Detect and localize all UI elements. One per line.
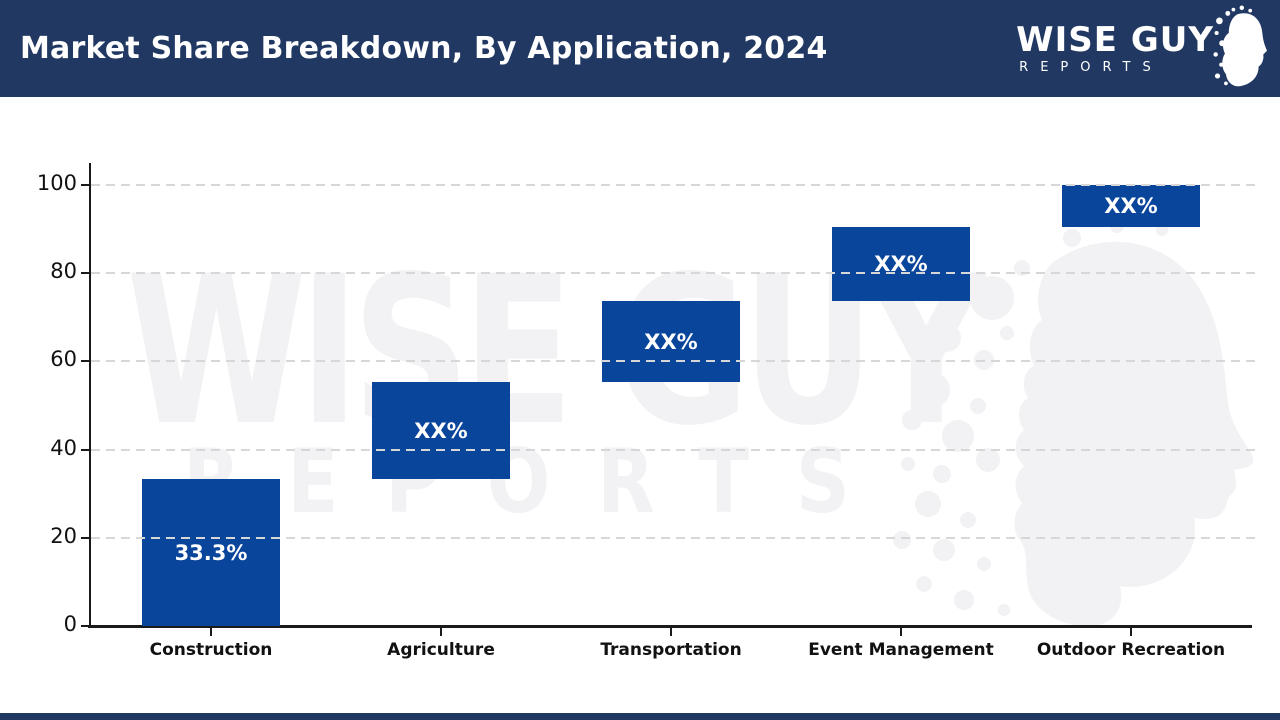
y-tick-label: 60 — [50, 347, 77, 372]
y-tick-label: 100 — [36, 171, 77, 195]
y-axis-line — [89, 163, 91, 628]
bar — [832, 226, 970, 301]
bar — [142, 479, 280, 626]
bar-value-label: 33.3% — [174, 540, 248, 565]
y-gridline — [91, 184, 1255, 186]
x-tick-mark — [1130, 628, 1132, 636]
bar — [1062, 185, 1200, 227]
x-axis-label: Construction — [149, 640, 273, 660]
brand-logo: WISE GUY REPORTS — [1016, 5, 1280, 93]
y-gridline — [91, 448, 1255, 451]
bar-value-label: XX% — [644, 329, 698, 354]
page-title: Market Share Breakdown, By Application, … — [20, 31, 828, 66]
bar-value-label: XX% — [414, 418, 468, 443]
x-tick-mark — [670, 628, 672, 636]
y-gridline — [91, 536, 1255, 539]
footer-bar — [0, 713, 1280, 720]
x-axis-label: Outdoor Recreation — [1036, 640, 1226, 660]
x-tick-mark — [900, 628, 902, 636]
x-axis-label: Event Management — [808, 640, 994, 660]
y-tick-label: 0 — [63, 612, 77, 636]
brand-name: WISE GUY — [1016, 20, 1214, 60]
y-tick-label: 40 — [50, 435, 77, 460]
y-tick-mark — [81, 625, 89, 627]
x-axis-label: Agriculture — [387, 640, 495, 660]
bar — [372, 382, 510, 480]
x-axis-label: Transportation — [600, 640, 742, 660]
y-tick-mark — [81, 360, 89, 363]
x-tick-mark — [210, 628, 212, 636]
y-tick-mark — [81, 272, 89, 275]
y-tick-mark — [81, 536, 89, 539]
x-tick-mark — [440, 628, 442, 636]
y-gridline — [91, 360, 1255, 363]
bar-value-label: XX% — [874, 251, 928, 276]
y-tick-mark — [81, 448, 89, 451]
bar-value-label: XX% — [1104, 193, 1158, 218]
y-tick-label: 80 — [50, 259, 77, 284]
brand-subtitle: REPORTS — [1019, 60, 1163, 75]
x-axis-line — [88, 625, 1252, 628]
bar — [602, 300, 740, 383]
y-gridline — [91, 272, 1255, 275]
brand-logo-text: WISE GUY REPORTS — [1016, 23, 1214, 74]
header-bar: Market Share Breakdown, By Application, … — [0, 0, 1280, 97]
y-tick-mark — [81, 184, 89, 186]
brand-face-icon — [1210, 5, 1268, 93]
watermark-brand-subtext: REPORTS — [183, 430, 897, 533]
y-tick-label: 20 — [50, 523, 77, 548]
watermark-face-icon — [872, 208, 1272, 632]
